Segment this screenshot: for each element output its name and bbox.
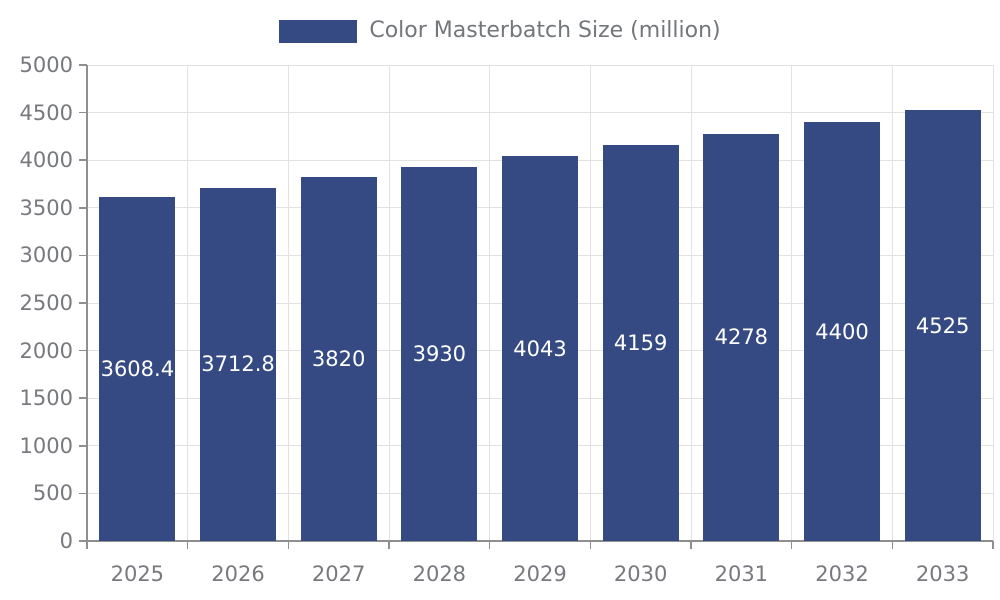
x-tick (388, 541, 390, 549)
y-tick (79, 397, 87, 399)
x-gridline (388, 65, 390, 541)
bar-2025[interactable] (99, 197, 176, 541)
bar-2027[interactable] (300, 177, 377, 541)
y-tick-label: 2000 (19, 338, 73, 363)
x-tick-label: 2030 (613, 562, 668, 586)
y-gridline (87, 112, 993, 114)
x-tick-label: 2027 (311, 562, 366, 586)
x-tick-label: 2033 (915, 562, 970, 586)
x-tick (488, 541, 491, 549)
y-tick (79, 254, 87, 257)
x-gridline (791, 65, 793, 541)
y-tick (79, 111, 87, 114)
bar-2030[interactable] (602, 145, 679, 541)
x-tick (690, 541, 692, 549)
y-tick (79, 349, 87, 352)
bar-value-label: 4525 (915, 313, 970, 338)
x-gridline (589, 65, 591, 541)
y-tick (79, 445, 87, 447)
bar-value-label: 3712.8 (201, 352, 275, 377)
bar-2028[interactable] (401, 166, 478, 541)
bar-2032[interactable] (804, 122, 880, 541)
y-tick-label: 1000 (19, 433, 73, 458)
x-gridline (489, 65, 491, 541)
bar-value-label: 4400 (815, 319, 869, 344)
y-tick (79, 492, 87, 495)
y-tick-label: 3500 (19, 195, 73, 220)
legend-swatch (279, 19, 358, 43)
x-tick (186, 541, 189, 549)
x-tick-label: 2026 (211, 562, 265, 586)
bar-value-label: 4159 (613, 331, 668, 356)
y-tick (79, 159, 87, 161)
legend-label: Color Masterbatch Size (million) (369, 18, 721, 43)
x-tick (992, 541, 994, 549)
bar-value-label: 3608.4 (100, 357, 175, 382)
y-tick-label: 0 (59, 529, 73, 553)
bar-2031[interactable] (703, 133, 780, 541)
x-tick-label: 2029 (513, 562, 567, 586)
x-tick-label: 2028 (412, 562, 467, 586)
x-gridline (992, 65, 994, 541)
y-tick (79, 540, 87, 542)
y-tick-label: 4000 (19, 148, 73, 173)
y-tick-label: 2500 (19, 291, 73, 315)
x-gridline (287, 65, 289, 541)
x-gridline (690, 65, 692, 541)
bar-value-label: 3930 (412, 341, 467, 366)
x-tick-label: 2031 (714, 562, 769, 586)
bar-value-label: 4278 (714, 325, 769, 350)
x-gridline (891, 65, 893, 541)
x-tick-label: 2032 (815, 562, 869, 586)
y-tick-label: 1500 (19, 386, 73, 411)
y-tick-label: 4500 (19, 100, 73, 125)
x-tick-label: 2025 (110, 562, 165, 586)
bar-2029[interactable] (502, 156, 578, 541)
x-tick (891, 541, 894, 549)
y-tick (79, 302, 87, 304)
x-tick (589, 541, 592, 549)
x-tick (287, 541, 290, 549)
y-tick (79, 64, 87, 66)
y-tick (79, 207, 87, 209)
legend-item[interactable]: Color Masterbatch Size (million) (279, 18, 721, 44)
y-axis-line (86, 65, 88, 541)
x-tick (790, 541, 793, 549)
y-gridline (87, 64, 993, 66)
legend: Color Masterbatch Size (million) (0, 18, 1000, 44)
x-gridline (187, 65, 189, 541)
y-tick-label: 500 (32, 481, 73, 506)
x-axis-line (87, 540, 993, 542)
bar-2033[interactable] (904, 110, 981, 541)
y-tick-label: 5000 (19, 53, 73, 77)
bar-2026[interactable] (200, 187, 276, 541)
bar-value-label: 4043 (513, 336, 567, 361)
bar-value-label: 3820 (311, 347, 366, 372)
x-tick (86, 541, 88, 549)
y-tick-label: 3000 (19, 243, 73, 268)
